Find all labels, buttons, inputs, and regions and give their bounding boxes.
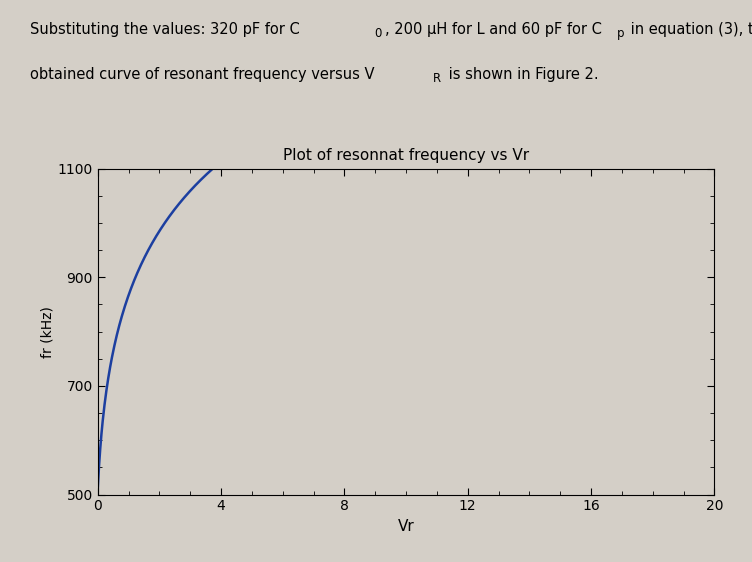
Text: is shown in Figure 2.: is shown in Figure 2. [444,67,599,83]
Text: obtained curve of resonant frequency versus V: obtained curve of resonant frequency ver… [30,67,374,83]
Text: Substituting the values: 320 pF for C: Substituting the values: 320 pF for C [30,22,300,38]
Text: 0: 0 [374,27,382,40]
Text: in equation (3), the: in equation (3), the [626,22,752,38]
Text: , 200 μH for L and 60 pF for C: , 200 μH for L and 60 pF for C [385,22,602,38]
Y-axis label: fr (kHz): fr (kHz) [41,306,55,357]
Text: p: p [617,27,624,40]
Text: R: R [432,72,441,85]
X-axis label: Vr: Vr [398,519,414,534]
Title: Plot of resonnat frequency vs Vr: Plot of resonnat frequency vs Vr [283,148,529,164]
